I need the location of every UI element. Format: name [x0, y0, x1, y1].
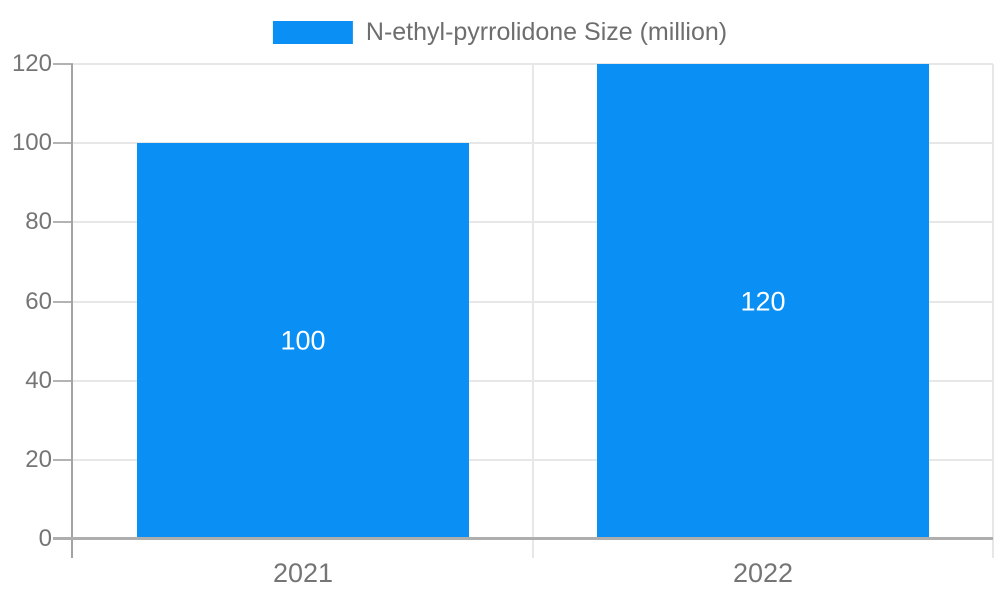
y-axis-label-120: 120 [11, 50, 52, 77]
y-axis-label-40: 40 [25, 366, 52, 394]
legend-label: N-ethyl-pyrrolidone Size (million) [365, 18, 728, 46]
y-tick-80 [53, 221, 73, 224]
y-axis-label-80: 80 [25, 208, 52, 236]
legend-swatch-icon [272, 21, 353, 44]
y-axis-label-60: 60 [25, 287, 52, 315]
y-tick-20 [53, 458, 73, 461]
x-axis-label-2022: 2022 [732, 558, 794, 588]
y-axis-label-100: 100 [11, 129, 52, 157]
y-axis-line [71, 64, 73, 558]
bar-value-label-2022: 120 [740, 286, 786, 316]
bar-value-label-2021: 100 [280, 325, 326, 356]
bar-2021 [137, 143, 469, 539]
legend: N-ethyl-pyrrolidone Size (million) [272, 18, 728, 47]
y-tick-40 [53, 379, 73, 382]
category-separator [532, 64, 534, 558]
y-axis-label-0: 0 [38, 525, 52, 552]
x-axis-label-2021: 2021 [272, 558, 334, 588]
plot-area: 100 120 [73, 63, 994, 558]
y-axis-label-20: 20 [25, 445, 52, 473]
y-tick-100 [53, 142, 73, 145]
y-tick-120 [53, 63, 73, 65]
plot-right-border [992, 64, 994, 558]
bar-2022 [597, 64, 929, 539]
y-tick-60 [53, 300, 73, 303]
x-axis-line [53, 537, 993, 540]
